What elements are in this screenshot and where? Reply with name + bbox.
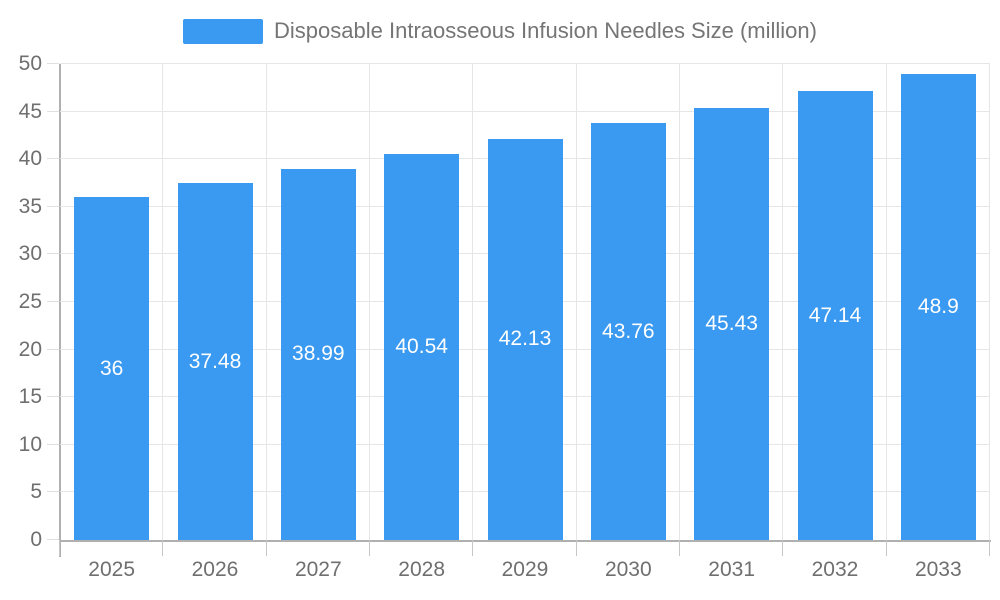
- x-axis-label: 2029: [501, 558, 549, 581]
- y-axis-label: 20: [18, 337, 42, 361]
- x-axis-tick: [472, 540, 474, 556]
- bar: 45.43: [694, 107, 770, 540]
- y-axis-tick: [47, 443, 59, 445]
- bar-value-label: 47.14: [808, 303, 862, 327]
- y-axis-tick: [47, 348, 59, 350]
- x-axis-label: 2025: [88, 558, 136, 581]
- y-axis-label: 45: [18, 99, 42, 123]
- x-axis-tick: [782, 540, 784, 556]
- bar-value-label: 36: [99, 356, 124, 380]
- plot-area: 0 5 10 15 20 25 30 35 40 45 50 36 2025 37.48 2026 38.99…: [19, 53, 991, 581]
- y-axis-line: [59, 64, 61, 557]
- x-axis-tick: [369, 540, 370, 556]
- x-gridline: [885, 64, 887, 540]
- y-axis-label: 25: [18, 290, 42, 313]
- y-axis-tick: [47, 491, 59, 493]
- legend-series-label: Disposable Intraosseous Infusion Needles…: [274, 18, 817, 43]
- bar: 36: [74, 197, 150, 540]
- y-axis-label: 50: [18, 52, 42, 75]
- y-axis-tick: [47, 110, 59, 112]
- x-axis-label: 2030: [604, 558, 652, 581]
- y-axis-tick: [47, 301, 59, 302]
- y-gridline: [60, 63, 990, 64]
- y-axis-label: 35: [18, 194, 42, 218]
- x-gridline: [575, 64, 577, 540]
- x-axis-tick: [885, 540, 887, 556]
- legend-swatch-icon: [183, 18, 264, 44]
- bar-value-label: 40.54: [395, 335, 448, 359]
- x-gridline: [369, 64, 370, 540]
- y-axis-label: 40: [18, 147, 42, 171]
- x-axis-label: 2031: [708, 558, 756, 581]
- y-axis-tick: [47, 205, 59, 207]
- bar: 48.9: [900, 74, 976, 540]
- y-gridline: [60, 110, 990, 112]
- x-axis-tick: [265, 540, 267, 556]
- chart-legend[interactable]: Disposable Intraosseous Infusion Needles…: [0, 18, 1000, 44]
- x-gridline: [782, 64, 784, 540]
- x-axis-label: 2032: [811, 558, 859, 581]
- bar: 42.13: [487, 138, 563, 540]
- bar: 40.54: [384, 154, 460, 540]
- bar: 37.48: [177, 183, 253, 540]
- x-axis-tick: [59, 540, 60, 556]
- x-axis-label: 2026: [191, 558, 239, 581]
- x-axis-label: 2028: [398, 558, 446, 581]
- x-axis-line: [59, 540, 991, 542]
- x-axis-label: 2033: [914, 558, 962, 581]
- x-gridline: [265, 64, 267, 540]
- bar-value-label: 42.13: [498, 327, 552, 351]
- y-axis-tick: [47, 158, 59, 160]
- bar: 43.76: [590, 123, 666, 540]
- x-gridline: [989, 64, 990, 540]
- y-axis-tick: [47, 396, 59, 398]
- bar-value-label: 48.9: [917, 295, 959, 319]
- y-axis-label: 5: [30, 480, 42, 504]
- bar-value-label: 45.43: [705, 311, 758, 335]
- x-axis-tick: [575, 540, 577, 556]
- x-gridline: [162, 64, 164, 540]
- bar: 47.14: [797, 91, 873, 540]
- bar: 38.99: [280, 168, 356, 540]
- x-axis-tick: [679, 540, 680, 556]
- y-axis-label: 15: [18, 385, 42, 409]
- x-axis-tick: [162, 540, 164, 556]
- bar-value-label: 38.99: [292, 342, 345, 366]
- y-axis-tick: [47, 63, 59, 64]
- y-axis-label: 10: [18, 432, 42, 456]
- x-axis-tick: [989, 540, 990, 556]
- y-axis-label: 0: [30, 528, 42, 551]
- bar-value-label: 37.48: [188, 349, 242, 373]
- y-axis-tick: [47, 253, 59, 255]
- y-axis-label: 30: [18, 242, 42, 266]
- y-axis-tick: [47, 539, 59, 540]
- x-gridline: [472, 64, 474, 540]
- x-gridline: [679, 64, 680, 540]
- x-axis-label: 2027: [294, 558, 342, 581]
- bar-value-label: 43.76: [602, 319, 655, 343]
